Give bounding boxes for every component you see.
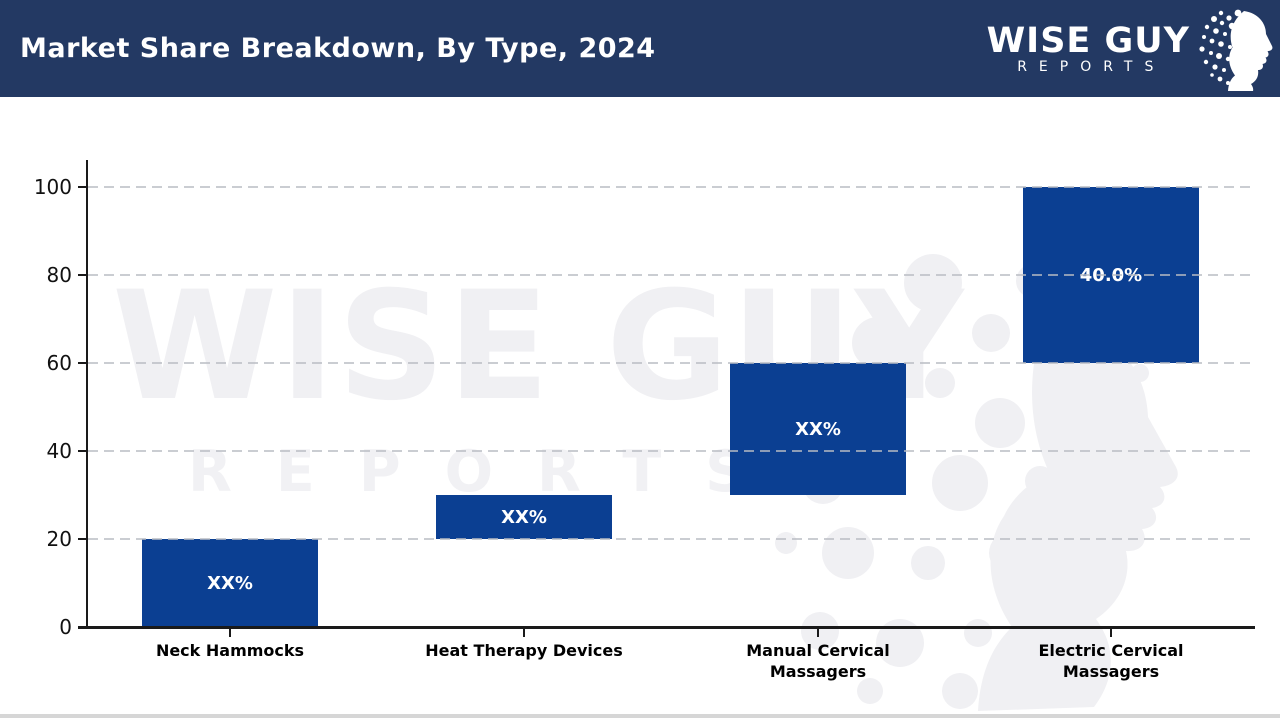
x-tick-neck-hammocks — [229, 629, 231, 637]
y-tick-label-80: 80 — [46, 263, 72, 287]
y-tick-20 — [78, 538, 87, 540]
category-label-neck-hammocks: Neck Hammocks — [155, 641, 305, 660]
logo-wordmark: WISE GUY — [986, 20, 1190, 61]
bar-value-label-manual-cervical-massagers: XX% — [795, 418, 841, 440]
page-title: Market Share Breakdown, By Type, 2024 — [20, 33, 656, 64]
logo-text: WISE GUY REPORTS — [986, 20, 1190, 76]
bar-neck-hammocks: XX% — [142, 539, 318, 627]
y-tick-label-60: 60 — [46, 351, 72, 375]
y-tick-label-100: 100 — [33, 175, 72, 199]
y-tick-label-0: 0 — [59, 615, 72, 639]
bar-manual-cervical-massagers: XX% — [730, 363, 906, 495]
y-tick-100 — [78, 186, 87, 188]
bar-heat-therapy-devices: XX% — [436, 495, 612, 539]
logo-face-icon — [1199, 9, 1273, 91]
gridline-20 — [88, 538, 1253, 540]
header-bar: Market Share Breakdown, By Type, 2024 WI… — [0, 0, 1280, 97]
gridline-100 — [88, 186, 1253, 188]
x-tick-manual-cervical-massagers — [817, 629, 819, 637]
wise-guy-logo: WISE GUY REPORTS — [987, 6, 1274, 92]
x-tick-heat-therapy-devices — [523, 629, 525, 637]
y-tick-60 — [78, 362, 87, 364]
category-label-manual-cervical-massagers: Manual Cervical Massagers — [746, 641, 890, 682]
category-label-heat-therapy-devices: Heat Therapy Devices — [425, 641, 623, 660]
gridline-40 — [88, 450, 1253, 452]
x-axis-line — [78, 626, 1255, 629]
y-tick-label-40: 40 — [46, 439, 72, 463]
x-tick-electric-cervical-massagers — [1110, 629, 1112, 637]
y-tick-80 — [78, 274, 87, 276]
y-tick-40 — [78, 450, 87, 452]
bottom-border — [0, 714, 1280, 718]
logo-subtitle: REPORTS — [1017, 59, 1166, 76]
gridline-80 — [88, 274, 1253, 276]
bar-value-label-neck-hammocks: XX% — [207, 572, 253, 594]
category-label-electric-cervical-massagers: Electric Cervical Massagers — [1038, 641, 1184, 682]
bar-value-label-heat-therapy-devices: XX% — [501, 506, 547, 528]
gridline-60 — [88, 362, 1253, 364]
y-axis-line — [86, 160, 88, 629]
y-tick-label-20: 20 — [46, 527, 72, 551]
